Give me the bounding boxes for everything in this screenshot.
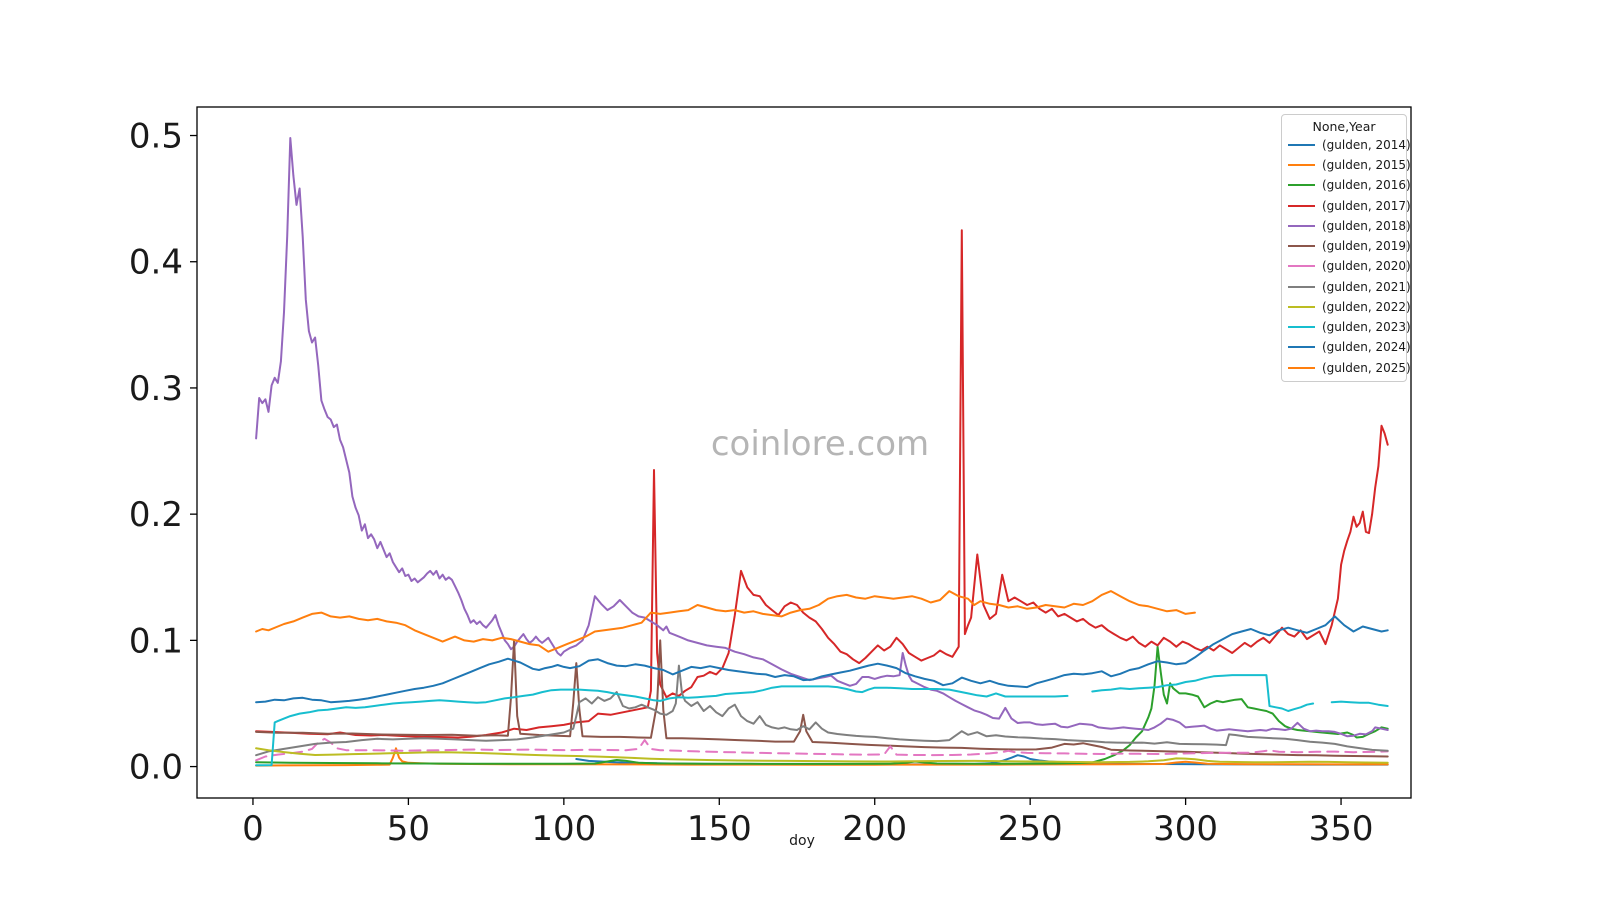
series-line-gulden-2024 [255, 615, 1389, 704]
legend-label: (gulden, 2019) [1322, 239, 1411, 253]
x-tick-label: 100 [531, 809, 596, 849]
legend-item-gulden-2018: (gulden, 2018) [1288, 216, 1411, 235]
legend-swatch-gulden-2019 [1288, 245, 1315, 247]
legend-item-gulden-2023: (gulden, 2023) [1288, 318, 1411, 337]
legend-item-gulden-2016: (gulden, 2016) [1288, 176, 1411, 195]
legend-item-gulden-2017: (gulden, 2017) [1288, 196, 1411, 215]
legend-label: (gulden, 2022) [1322, 299, 1411, 314]
legend-swatch-gulden-2020 [1288, 265, 1315, 268]
legend-swatch-gulden-2022 [1288, 305, 1315, 308]
x-tick-label: 350 [1309, 809, 1374, 849]
legend-item-gulden-2022: (gulden, 2022) [1288, 297, 1411, 316]
series-line-gulden-2022 [255, 747, 1389, 764]
legend-label: (gulden, 2015) [1322, 158, 1411, 172]
legend-swatch-gulden-2023 [1288, 326, 1315, 328]
x-axis-label: doy [789, 833, 815, 849]
legend-swatch-gulden-2024 [1288, 346, 1315, 349]
series-lines [255, 137, 1389, 767]
legend-label: (gulden, 2023) [1322, 320, 1411, 334]
series-line-gulden-2021 [255, 664, 1389, 757]
legend-label: (gulden, 2018) [1322, 218, 1411, 233]
y-tick-label: 0.0 [129, 748, 183, 788]
axis-ticks [190, 134, 1342, 805]
legend-label: (gulden, 2025) [1322, 360, 1411, 375]
series-line-gulden-2018 [255, 137, 1389, 738]
x-tick-label: 150 [687, 809, 752, 849]
y-tick-label: 0.2 [129, 495, 183, 535]
legend-label: (gulden, 2024) [1322, 340, 1411, 355]
axis-tick-labels: 0 50 100 150 200 250 300 350 0.0 0.1 0.2 0.3 0.4 0.5 [129, 117, 1374, 849]
x-tick-label: 0 [242, 809, 264, 849]
legend-swatch-gulden-2017 [1288, 204, 1315, 207]
legend-swatch-gulden-2015 [1288, 164, 1315, 166]
legend-item-gulden-2014: (gulden, 2014) [1288, 135, 1411, 154]
x-tick-label: 200 [842, 809, 907, 849]
legend-swatch-gulden-2018 [1288, 224, 1315, 227]
series-line-gulden-2017 [255, 229, 1389, 739]
y-tick-label: 0.5 [129, 117, 183, 157]
legend-label: (gulden, 2017) [1322, 198, 1411, 213]
x-tick-label: 250 [998, 809, 1063, 849]
legend-label: (gulden, 2021) [1322, 279, 1411, 294]
x-tick-label: 300 [1153, 809, 1218, 849]
legend-swatch-gulden-2025 [1288, 366, 1315, 369]
series-line-gulden-2019 [255, 639, 1389, 758]
legend-item-gulden-2024: (gulden, 2024) [1288, 338, 1411, 357]
series-line-gulden-2016 [255, 645, 1389, 765]
legend-swatch-gulden-2014 [1288, 143, 1315, 146]
legend-title: None,Year [1312, 119, 1376, 134]
series-line-gulden-2020 [255, 737, 1389, 762]
legend-item-gulden-2019: (gulden, 2019) [1288, 237, 1411, 256]
legend-swatch-gulden-2021 [1288, 285, 1315, 288]
y-tick-label: 0.4 [129, 243, 183, 283]
series-line-gulden-2023 [1091, 674, 1315, 712]
series-line-gulden-2025 [255, 590, 1196, 653]
legend: None,Year (gulden, 2014) (gulden, 2015) (g… [1281, 114, 1411, 382]
series-line-gulden-2023 [1330, 700, 1389, 707]
legend-swatch-gulden-2016 [1288, 184, 1315, 187]
legend-label: (gulden, 2014) [1322, 137, 1411, 152]
legend-item-gulden-2025: (gulden, 2025) [1288, 358, 1411, 377]
legend-item-gulden-2020: (gulden, 2020) [1288, 257, 1411, 276]
x-tick-label: 50 [387, 809, 430, 849]
legend-item-gulden-2021: (gulden, 2021) [1288, 277, 1411, 296]
watermark: coinlore.com [711, 424, 929, 464]
legend-item-gulden-2015: (gulden, 2015) [1288, 156, 1411, 175]
y-tick-label: 0.3 [129, 369, 183, 409]
legend-label: (gulden, 2016) [1322, 178, 1411, 193]
plot-area-border [196, 106, 1412, 799]
y-tick-label: 0.1 [129, 621, 183, 661]
legend-label: (gulden, 2020) [1322, 259, 1411, 274]
series-line-gulden-2023 [255, 685, 1069, 767]
